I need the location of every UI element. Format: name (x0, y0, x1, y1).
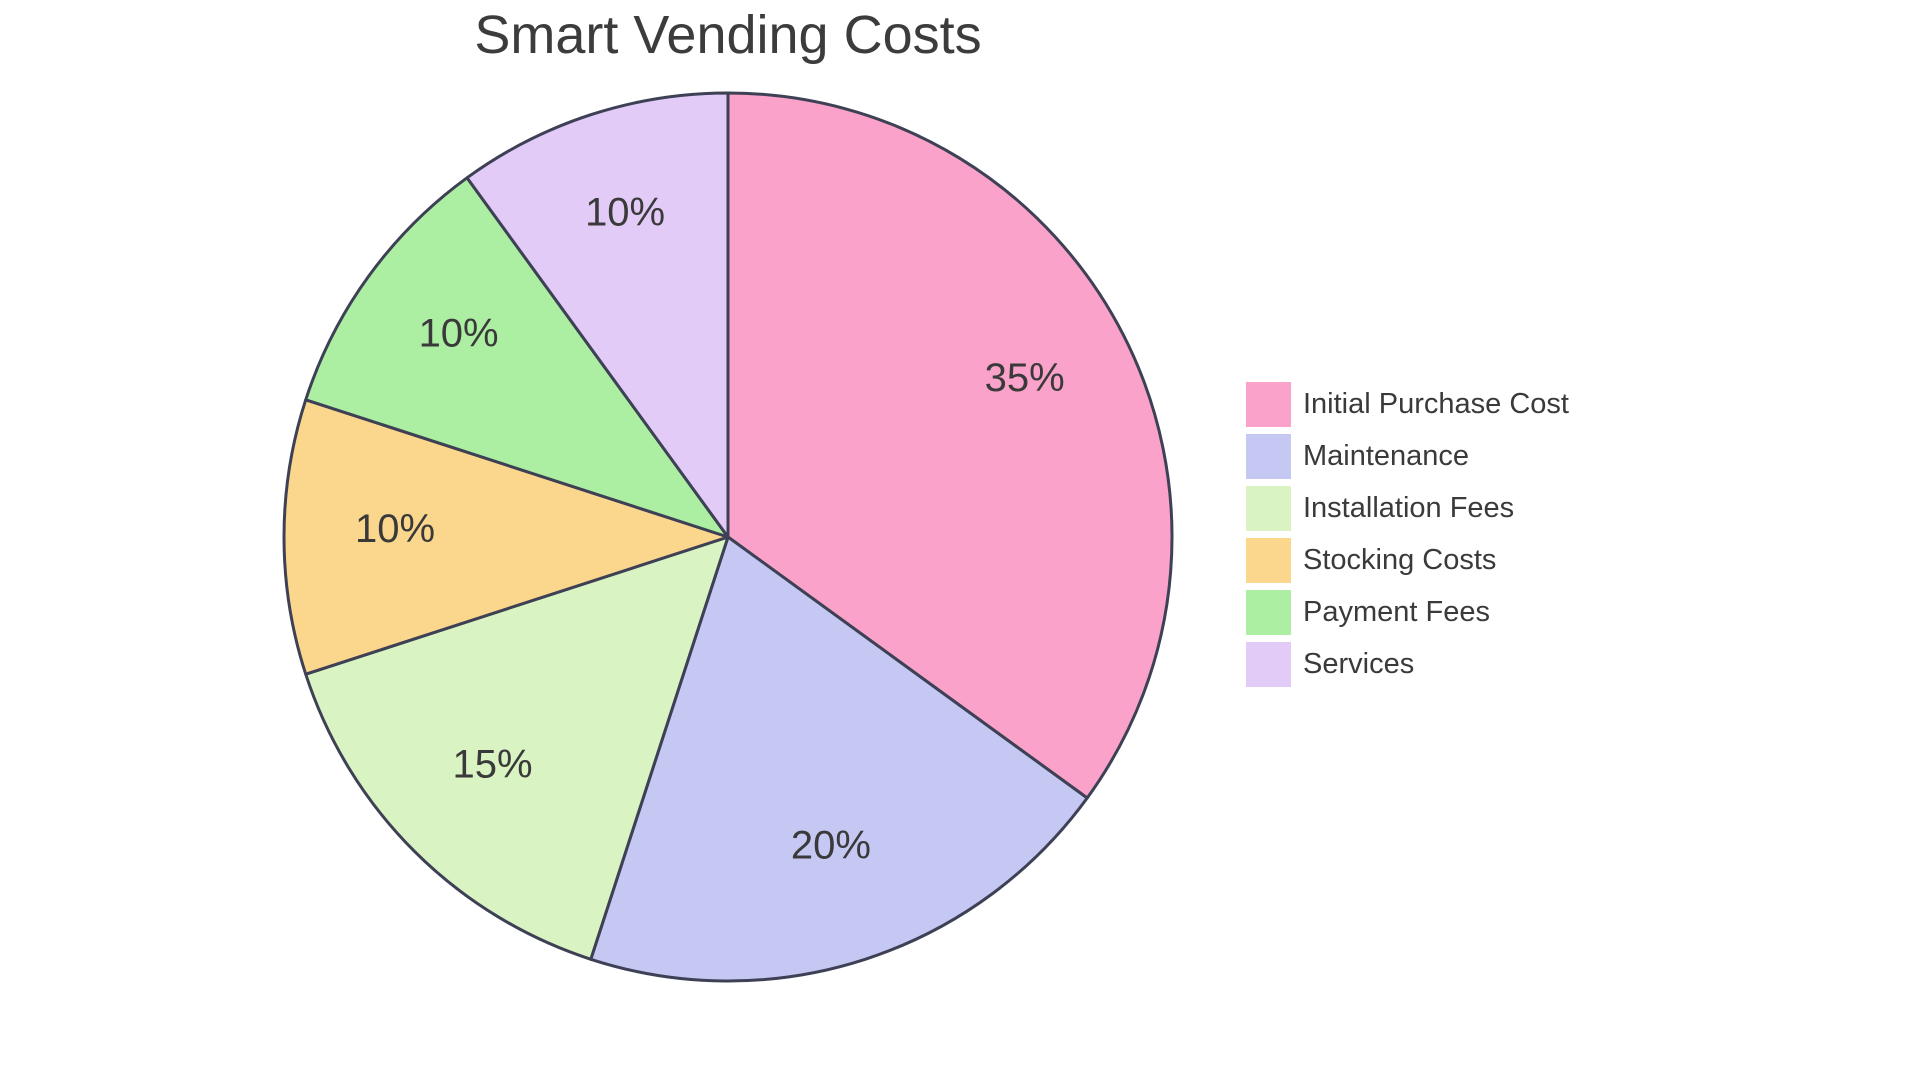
pie-slice-pct-label: 35% (985, 356, 1065, 400)
pie-slice-pct-label: 10% (419, 311, 499, 355)
legend-label: Services (1303, 648, 1415, 680)
legend-swatch (1246, 382, 1291, 427)
legend-label: Initial Purchase Cost (1303, 388, 1569, 420)
pie-slice-pct-label: 20% (791, 824, 871, 868)
legend-item: Payment Fees (1246, 590, 1569, 635)
pie-slice-pct-label: 10% (585, 190, 665, 234)
legend-item: Installation Fees (1246, 486, 1569, 531)
pie-slice-installation-fees (304, 535, 730, 961)
legend-label: Installation Fees (1303, 492, 1515, 524)
pie-slice-maintenance (589, 535, 1089, 983)
legend-swatch (1246, 434, 1291, 479)
legend-item: Initial Purchase Cost (1246, 382, 1569, 427)
pie-slice-services (465, 91, 730, 539)
legend-label: Maintenance (1303, 440, 1470, 472)
legend-swatch (1246, 538, 1291, 583)
chart-title: Smart Vending Costs (474, 5, 982, 65)
legend-item: Services (1246, 642, 1569, 687)
legend-label: Stocking Costs (1303, 544, 1497, 576)
legend-swatch (1246, 642, 1291, 687)
pie-slice-payment-fees (304, 176, 730, 539)
pie-slice-pct-label: 10% (355, 507, 435, 551)
legend-label: Payment Fees (1303, 596, 1490, 628)
pie-slice-stocking-costs (282, 398, 730, 676)
pie-slice-pct-label: 15% (452, 743, 532, 787)
pie-slice-initial-purchase-cost (726, 91, 1174, 800)
legend: Initial Purchase Cost Maintenance Installa… (1246, 382, 1569, 687)
legend-swatch (1246, 486, 1291, 531)
legend-item: Maintenance (1246, 434, 1569, 479)
legend-swatch (1246, 590, 1291, 635)
legend-item: Stocking Costs (1246, 538, 1569, 583)
